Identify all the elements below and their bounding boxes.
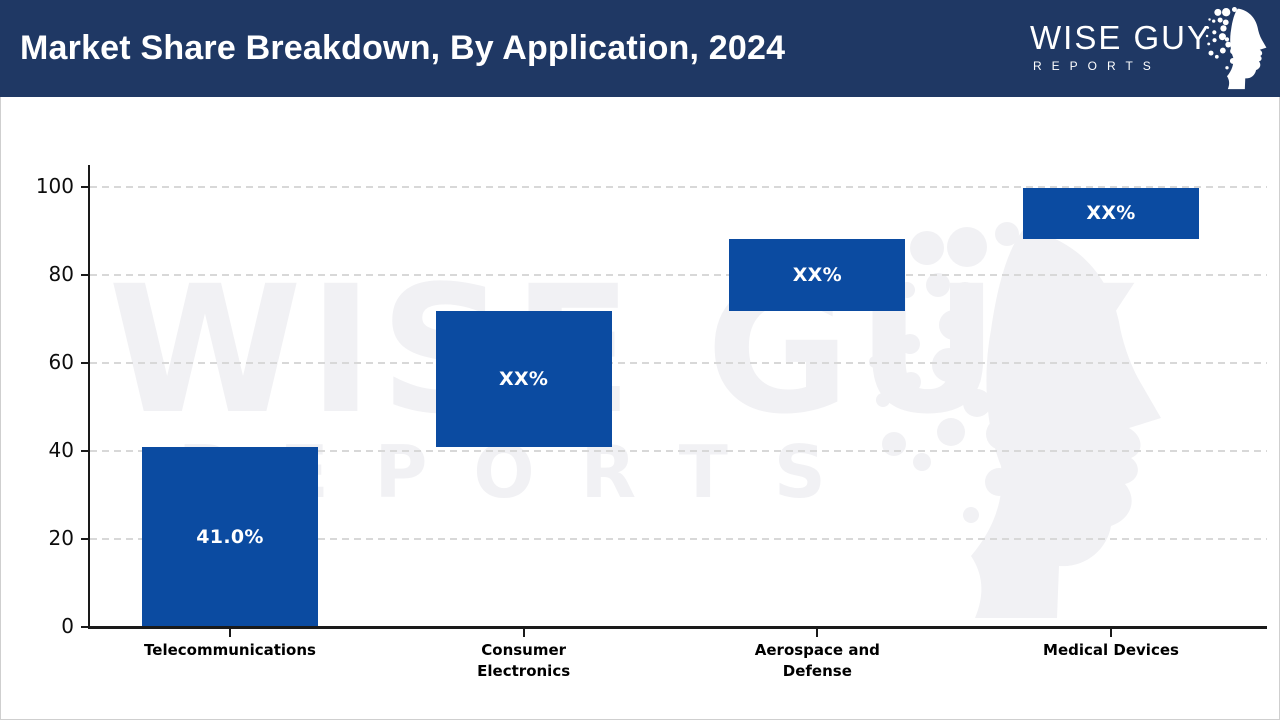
bar-value-label: XX% bbox=[1086, 202, 1136, 225]
bar-medical-devices: XX% bbox=[1023, 187, 1199, 239]
bar-value-label: XX% bbox=[499, 367, 549, 390]
y-tick-label-100: 100 bbox=[35, 174, 74, 198]
x-tick-aerospace-and-defense bbox=[816, 629, 819, 637]
chart-title: Market Share Breakdown, By Application, … bbox=[20, 29, 786, 67]
logo-dot-head-icon bbox=[1205, 7, 1267, 90]
bar-aerospace-and-defense: XX% bbox=[729, 238, 906, 312]
gridline-60 bbox=[90, 362, 1267, 364]
gridline-40 bbox=[90, 450, 1267, 452]
logo-reports-text: REPORTS bbox=[1033, 59, 1161, 73]
wise-guy-reports-logo: WISE GUY REPORTS bbox=[1006, 5, 1268, 93]
y-tick-label-60: 60 bbox=[48, 350, 74, 374]
x-tick-medical-devices bbox=[1110, 629, 1112, 637]
x-axis-line bbox=[88, 626, 1267, 629]
bar-telecommunications: 41.0% bbox=[142, 446, 318, 627]
x-category-label-aerospace-and-defense: Aerospace and Defense bbox=[754, 641, 880, 680]
bar-value-label: XX% bbox=[792, 263, 842, 286]
y-tick-label-80: 80 bbox=[48, 262, 74, 286]
y-tick-label-20: 20 bbox=[48, 526, 74, 550]
header-bar: Market Share Breakdown, By Application, … bbox=[0, 0, 1280, 97]
y-tick-label-0: 0 bbox=[61, 614, 74, 638]
x-category-label-medical-devices: Medical Devices bbox=[1043, 641, 1179, 659]
x-category-label-telecommunications: Telecommunications bbox=[144, 641, 316, 659]
logo-wordmark: WISE GUY bbox=[1030, 19, 1212, 56]
gridline-80 bbox=[90, 274, 1267, 276]
y-tick-80 bbox=[81, 274, 89, 276]
y-tick-label-40: 40 bbox=[48, 438, 74, 462]
gridline-100 bbox=[90, 186, 1267, 188]
y-tick-100 bbox=[81, 186, 89, 188]
y-axis-line bbox=[88, 165, 90, 629]
bar-value-label: 41.0% bbox=[196, 525, 264, 548]
y-tick-40 bbox=[81, 450, 89, 452]
x-tick-consumer-electronics bbox=[522, 629, 525, 637]
bar-consumer-electronics: XX% bbox=[435, 311, 612, 447]
x-category-label-consumer-electronics: Consumer Electronics bbox=[477, 641, 571, 680]
gridline-20 bbox=[90, 538, 1267, 540]
y-tick-60 bbox=[81, 362, 89, 364]
y-tick-20 bbox=[81, 538, 89, 540]
y-tick-0 bbox=[81, 626, 89, 628]
x-tick-telecommunications bbox=[229, 629, 231, 637]
